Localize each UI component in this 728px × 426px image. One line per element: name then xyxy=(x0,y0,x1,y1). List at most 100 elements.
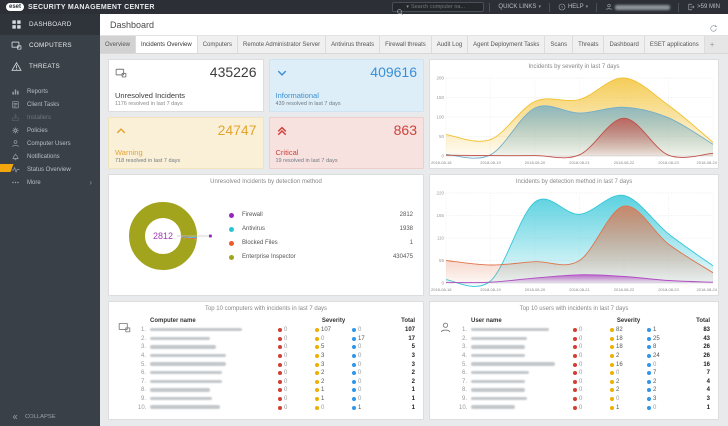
row-name-redacted[interactable] xyxy=(150,369,278,378)
table-row[interactable]: 1. 0 107 0 107 xyxy=(138,326,415,335)
row-name-redacted[interactable] xyxy=(150,352,278,361)
tab-eset-applications[interactable]: ESET applications xyxy=(644,36,705,53)
table-row[interactable]: 1. 0 82 1 83 xyxy=(459,326,710,335)
help-menu[interactable]: ? HELP ▾ xyxy=(555,3,591,11)
row-name-redacted[interactable] xyxy=(471,369,573,378)
row-name-redacted[interactable] xyxy=(471,403,573,412)
tab-incidents-overview[interactable]: Incidents Overview xyxy=(136,36,198,53)
row-name-redacted[interactable] xyxy=(471,386,573,395)
row-name-redacted[interactable] xyxy=(471,326,573,335)
table-row[interactable]: 10. 0 0 1 1 xyxy=(138,403,415,412)
user-menu[interactable] xyxy=(602,3,673,11)
logout-button[interactable]: >59 MIN xyxy=(684,3,723,11)
table-row[interactable]: 8. 0 1 0 1 xyxy=(138,386,415,395)
tab-antivirus-threats[interactable]: Antivirus threats xyxy=(326,36,381,53)
tab-scans[interactable]: Scans xyxy=(545,36,574,53)
quick-links-menu[interactable]: QUICK LINKS ▾ xyxy=(498,4,541,10)
legend-item-antivirus[interactable]: Antivirus 1938 xyxy=(229,222,413,236)
row-name-redacted[interactable] xyxy=(471,378,573,387)
table-row[interactable]: 9. 0 0 3 3 xyxy=(459,395,710,404)
table-row[interactable]: 2. 0 18 25 43 xyxy=(459,335,710,344)
sidebar-item-computers[interactable]: COMPUTERS xyxy=(0,35,100,56)
top-bar: eset SECURITY MANAGEMENT CENTER ▾ QUICK … xyxy=(0,0,728,16)
row-name-redacted[interactable] xyxy=(471,343,573,352)
double-chevron-up-icon xyxy=(276,124,288,136)
row-name-redacted[interactable] xyxy=(150,403,278,412)
column-header-user-name[interactable]: User name xyxy=(471,318,502,324)
sidebar-item-more[interactable]: More › xyxy=(0,176,100,189)
table-row[interactable]: 3. 0 5 0 5 xyxy=(138,343,415,352)
sidebar-item-status-overview[interactable]: Status Overview xyxy=(0,163,100,176)
row-rank: 2. xyxy=(461,335,467,342)
table-row[interactable]: 6. 0 2 0 2 xyxy=(138,369,415,378)
sidebar-item-client-tasks[interactable]: Client Tasks xyxy=(0,98,100,111)
row-name-redacted[interactable] xyxy=(150,386,278,395)
sidebar-item-computer-users[interactable]: Computer Users xyxy=(0,137,100,150)
legend-item-firewall[interactable]: Firewall 2812 xyxy=(229,208,413,222)
row-name-redacted[interactable] xyxy=(471,360,573,369)
row-name-redacted[interactable] xyxy=(150,335,278,344)
tab-dashboard[interactable]: Dashboard xyxy=(604,36,645,53)
row-name-redacted[interactable] xyxy=(150,360,278,369)
add-tab-button[interactable]: + xyxy=(709,40,715,49)
tab-agent-deployment-tasks[interactable]: Agent Deployment Tasks xyxy=(468,36,546,53)
table-row[interactable]: 9. 0 1 0 1 xyxy=(138,395,415,404)
column-header-total[interactable]: Total xyxy=(401,318,415,324)
legend-label: Blocked Files xyxy=(242,240,278,246)
tab-firewall-threats[interactable]: Firewall threats xyxy=(380,36,432,53)
table-row[interactable]: 3. 0 18 8 26 xyxy=(459,343,710,352)
column-header-computer-name[interactable]: Computer name xyxy=(150,318,196,324)
table-row[interactable]: 10. 0 1 0 1 xyxy=(459,403,710,412)
table-row[interactable]: 4. 0 2 24 26 xyxy=(459,352,710,361)
table-row[interactable]: 7. 0 2 0 2 xyxy=(138,378,415,387)
table-row[interactable]: 4. 0 3 0 3 xyxy=(138,352,415,361)
svg-text:2812: 2812 xyxy=(153,231,173,241)
search-scope-caret-icon[interactable]: ▾ xyxy=(406,4,409,10)
column-header-severity[interactable]: Severity xyxy=(321,318,346,324)
sidebar-item-policies[interactable]: Policies xyxy=(0,124,100,137)
tab-computers[interactable]: Computers xyxy=(197,36,239,53)
critical-card[interactable]: 863 Critical 19 resolved in last 7 days xyxy=(268,116,424,169)
row-name-redacted[interactable] xyxy=(471,395,573,404)
table-row[interactable]: 8. 0 2 2 4 xyxy=(459,386,710,395)
unresolved-incidents-card[interactable]: 435226 Unresolved Incidents 1176 resolve… xyxy=(108,59,264,112)
row-name-redacted[interactable] xyxy=(150,395,278,404)
warning-icon xyxy=(11,61,22,72)
search-input[interactable] xyxy=(410,4,473,10)
legend-item-blocked-files[interactable]: Blocked Files 1 xyxy=(229,236,413,250)
tab-remote-administrator-server[interactable]: Remote Administrator Server xyxy=(238,36,327,53)
table-row[interactable]: 2. 0 0 17 17 xyxy=(138,335,415,344)
sidebar-item-dashboard[interactable]: DASHBOARD xyxy=(0,14,100,35)
collapse-button[interactable]: COLLAPSE xyxy=(0,413,56,421)
row-rank: 9. xyxy=(140,396,146,403)
refresh-icon[interactable] xyxy=(709,20,718,32)
tab-overview[interactable]: Overview xyxy=(100,36,137,53)
sidebar-item-installers[interactable]: Installers xyxy=(0,111,100,124)
warning-card[interactable]: 24747 Warning 718 resolved in last 7 day… xyxy=(108,116,264,169)
column-header-total[interactable]: Total xyxy=(696,318,710,324)
row-name-redacted[interactable] xyxy=(150,378,278,387)
severity-dot xyxy=(351,405,356,410)
sidebar-item-threats[interactable]: THREATS xyxy=(0,56,100,77)
sidebar-item-notifications[interactable]: Notifications xyxy=(0,150,100,163)
row-name-redacted[interactable] xyxy=(471,335,573,344)
table-row[interactable]: 5. 0 16 0 16 xyxy=(459,360,710,369)
sidebar-item-label: Notifications xyxy=(27,153,60,160)
row-name-redacted[interactable] xyxy=(471,352,573,361)
sidebar-item-reports[interactable]: Reports xyxy=(0,85,100,98)
row-name-redacted[interactable] xyxy=(150,326,278,335)
table-row[interactable]: 6. 0 0 7 7 xyxy=(459,369,710,378)
tab-threats[interactable]: Threats xyxy=(573,36,605,53)
svg-text:165: 165 xyxy=(436,213,444,218)
informational-card[interactable]: 409616 Informational 439 resolved in las… xyxy=(268,59,424,112)
svg-text:2018-08-23: 2018-08-23 xyxy=(658,287,679,292)
computer-icon xyxy=(115,66,127,78)
search-box[interactable]: ▾ xyxy=(392,2,485,16)
legend-item-enterprise-inspector[interactable]: Enterprise Inspector 430475 xyxy=(229,250,413,264)
table-row[interactable]: 7. 0 2 2 4 xyxy=(459,378,710,387)
table-row[interactable]: 5. 0 3 0 3 xyxy=(138,360,415,369)
severity-dot xyxy=(646,371,651,376)
tab-audit-log[interactable]: Audit Log xyxy=(431,36,469,53)
row-name-redacted[interactable] xyxy=(150,343,278,352)
column-header-severity[interactable]: Severity xyxy=(616,318,641,324)
